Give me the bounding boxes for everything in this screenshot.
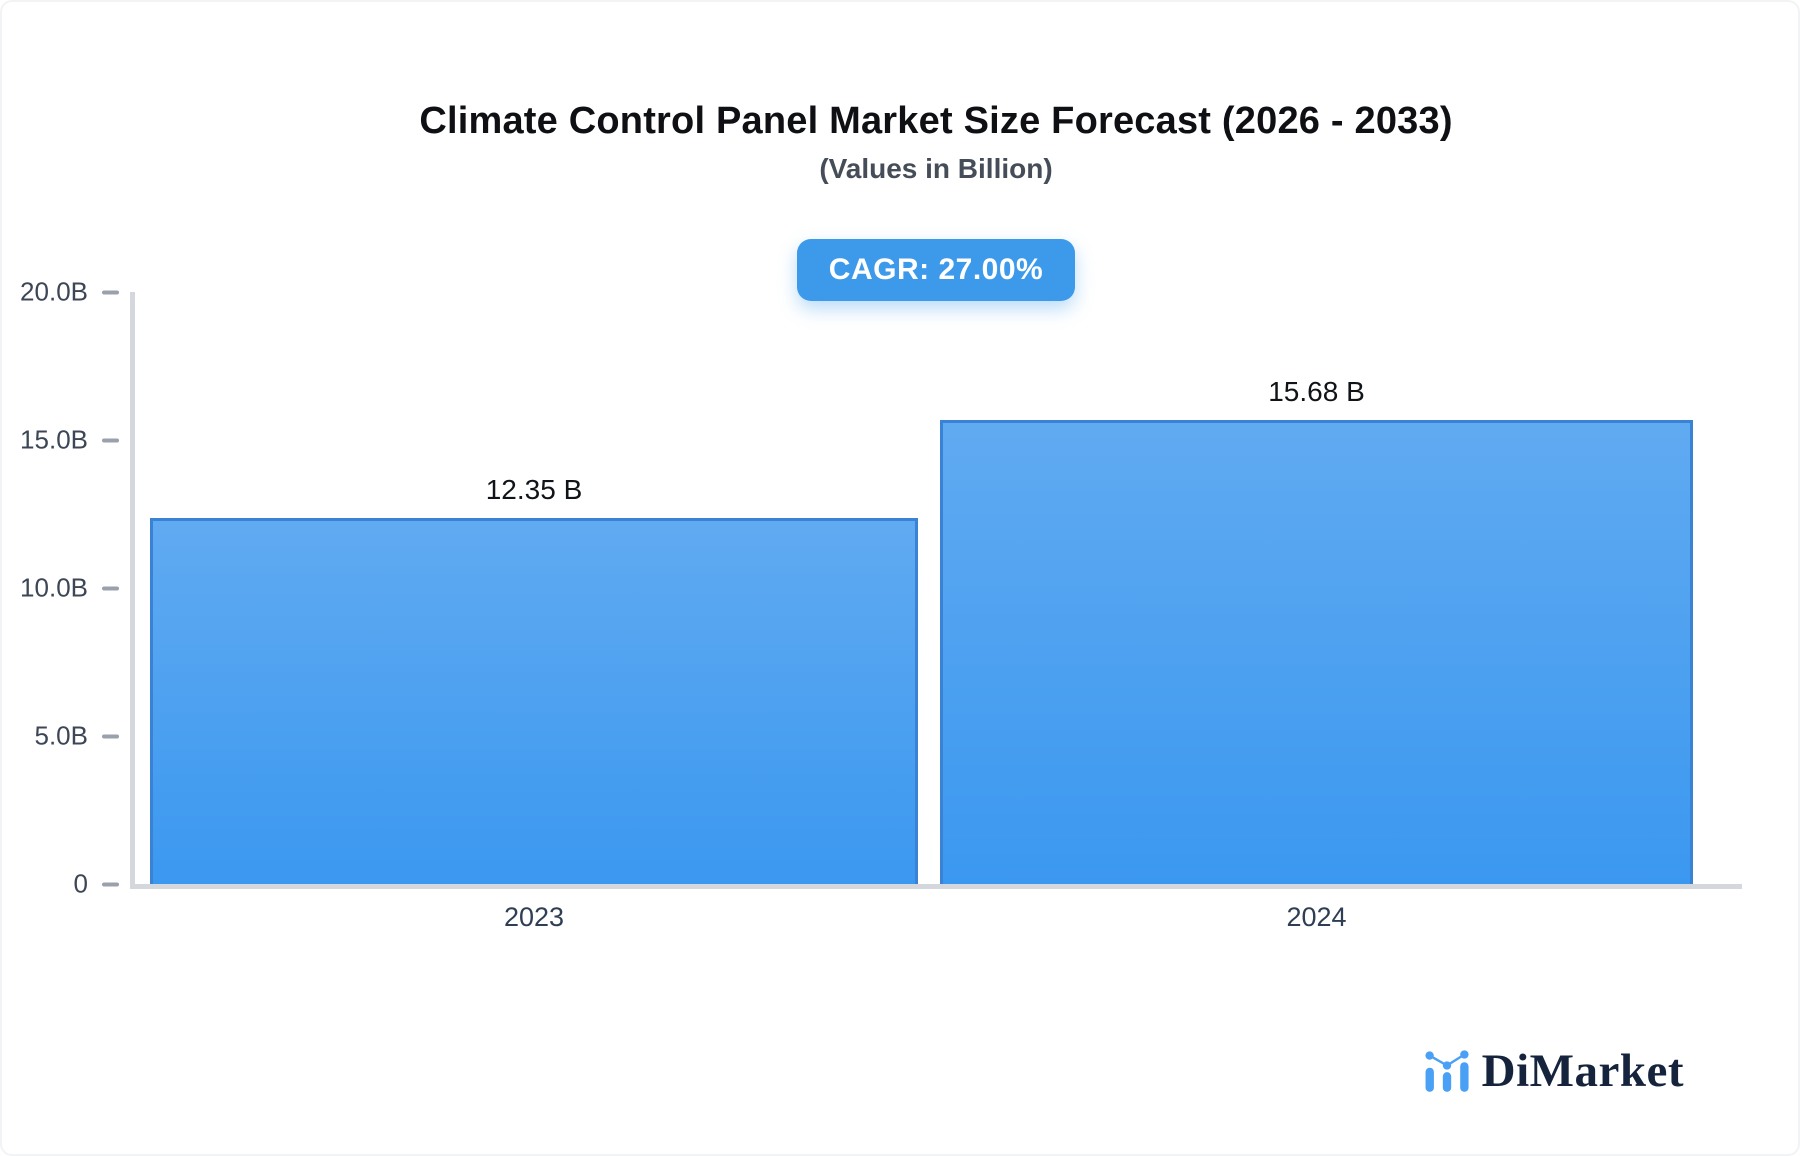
dimarket-logo[interactable]: DiMarket [1425,1044,1684,1098]
y-tick-mark [102,586,119,590]
y-tick-mark [102,290,119,294]
bar-2023[interactable] [150,518,918,884]
y-axis-tick: 0 [4,869,119,900]
bar-value-label: 15.68 B [1268,376,1365,407]
bar-value-label: 12.35 B [485,474,583,505]
cagr-badge: CAGR: 27.00% [796,239,1076,301]
y-tick-label: 5.0B [34,720,89,751]
plot-area: 12.35 B 15.68 B [130,292,1742,884]
y-tick-mark [102,438,119,442]
y-tick-label: 10.0B [20,572,88,603]
y-axis-tick: 5.0B [4,721,119,752]
y-axis-tick: 20.0B [4,277,119,308]
bar-group-2023: 12.35 B [150,292,918,884]
bar-2024[interactable] [940,420,1693,884]
y-tick-label: 20.0B [20,276,88,307]
chart-header: Climate Control Panel Market Size Foreca… [130,100,1742,301]
logo-text: DiMarket [1481,1045,1684,1097]
y-tick-mark [102,734,119,738]
bar-chart-trend-icon [1425,1050,1469,1092]
y-tick-label: 15.0B [20,424,88,455]
x-axis-line [130,884,1742,889]
x-label-2023: 2023 [503,902,565,932]
x-label-2024: 2024 [1286,902,1347,932]
y-axis-tick: 10.0B [4,573,119,604]
y-axis-tick: 15.0B [4,425,119,456]
y-axis-line [130,292,135,889]
x-axis-labels: 2023 2024 [130,902,1742,942]
y-tick-label: 0 [73,868,88,899]
y-axis: 20.0B 15.0B 10.0B 5.0B 0 [0,277,130,899]
bar-group-2024: 15.68 B [940,292,1693,884]
chart-title: Climate Control Panel Market Size Foreca… [419,100,1453,142]
y-tick-mark [102,882,119,886]
chart-subtitle: (Values in Billion) [819,153,1053,184]
